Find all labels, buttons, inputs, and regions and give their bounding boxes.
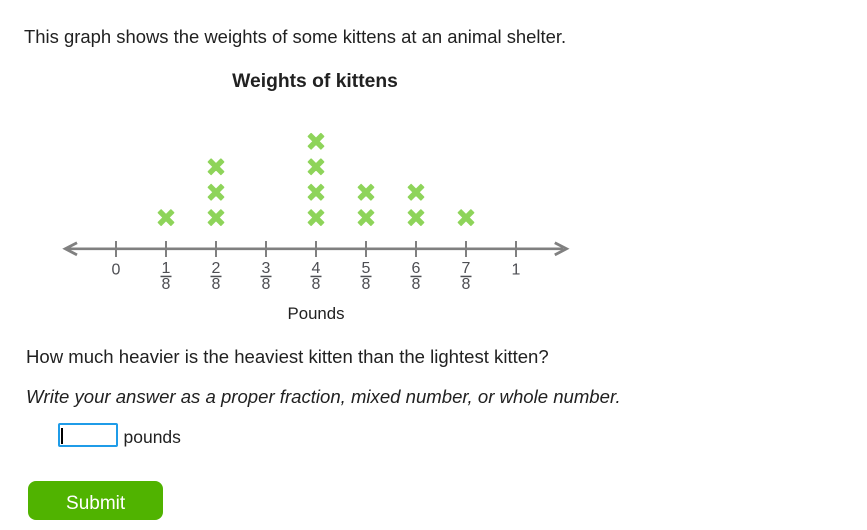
svg-text:8: 8	[262, 276, 271, 293]
svg-text:5: 5	[362, 260, 371, 277]
svg-text:8: 8	[462, 276, 471, 293]
svg-text:8: 8	[362, 276, 371, 293]
svg-text:1: 1	[512, 262, 521, 279]
svg-text:8: 8	[312, 276, 321, 293]
svg-text:2: 2	[212, 260, 221, 277]
svg-text:6: 6	[412, 260, 421, 277]
svg-text:8: 8	[212, 276, 221, 293]
svg-text:3: 3	[262, 260, 271, 277]
svg-text:7: 7	[462, 260, 471, 277]
svg-text:0: 0	[112, 262, 121, 279]
svg-text:8: 8	[412, 276, 421, 293]
svg-text:4: 4	[312, 260, 321, 277]
svg-text:8: 8	[162, 276, 171, 293]
svg-text:1: 1	[162, 260, 171, 277]
